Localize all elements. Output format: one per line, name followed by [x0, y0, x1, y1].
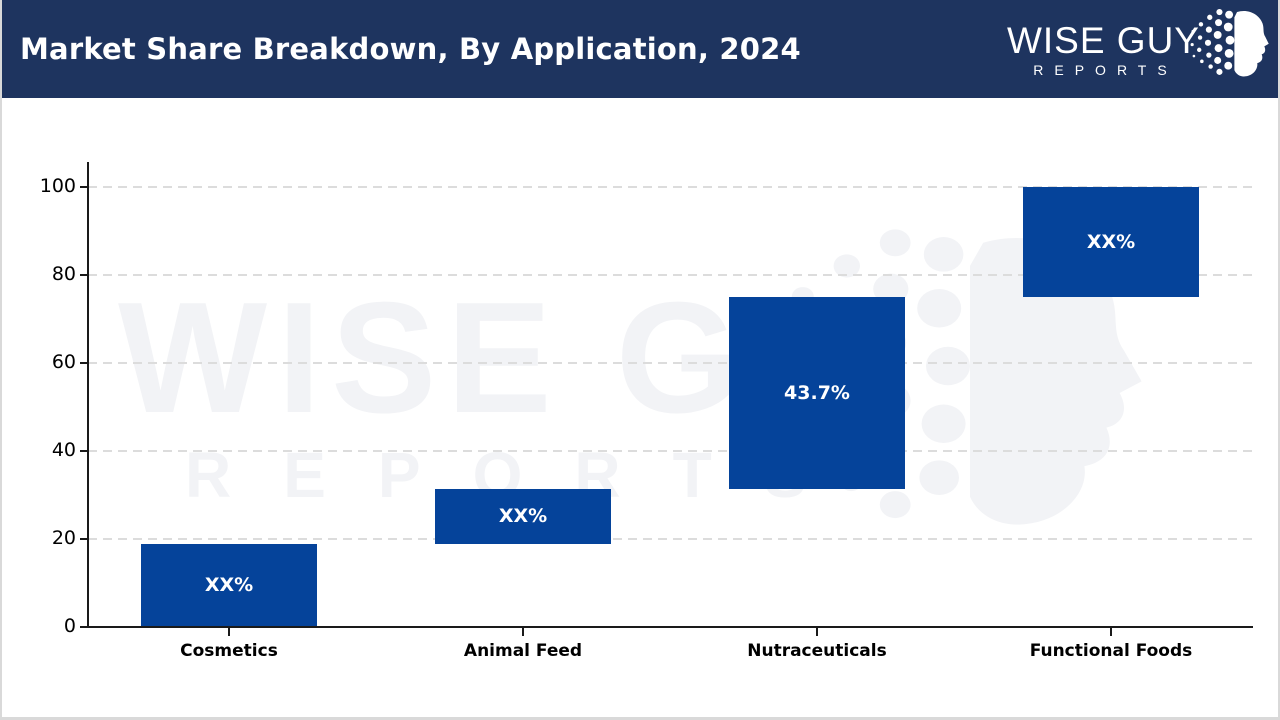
wiseguy-logo: WISE GUY REPORTS [1007, 0, 1274, 98]
x-tick-3 [1110, 628, 1112, 636]
gridline-40 [88, 449, 1252, 452]
x-axis-line [87, 626, 1253, 628]
y-tick-label-20: 20 [51, 526, 76, 549]
bar-value-label: XX% [204, 574, 254, 597]
gridline-80 [88, 273, 1252, 276]
gridline-60 [88, 361, 1252, 364]
y-tick-40 [80, 449, 88, 452]
y-tick-0 [80, 625, 88, 628]
x-category-label: Cosmetics [180, 641, 278, 661]
y-tick-label-80: 80 [51, 262, 76, 285]
bar-functional-foods: XX% [1023, 187, 1199, 297]
x-tick-0 [228, 628, 230, 636]
bar-value-label: XX% [498, 505, 548, 528]
y-tick-80 [80, 273, 88, 276]
wiseguy-logo-name: WISE GUY [1006, 19, 1200, 61]
x-category-label: Animal Feed [463, 641, 583, 661]
x-category-label: Functional Foods [1029, 641, 1193, 661]
y-tick-20 [80, 537, 88, 540]
y-tick-label-100: 100 [39, 175, 76, 198]
y-tick-60 [80, 361, 88, 364]
bar-value-label: 43.7% [784, 381, 850, 404]
bar-value-label: XX% [1086, 231, 1136, 254]
x-category-label: Nutraceuticals [747, 641, 887, 661]
bar-animal-feed: XX% [435, 488, 611, 544]
gridline-100 [88, 186, 1252, 189]
bar-nutraceuticals: 43.7% [729, 296, 905, 489]
bar-cosmetics: XX% [141, 543, 317, 627]
y-tick-label-40: 40 [51, 438, 76, 461]
y-tick-100 [80, 186, 88, 189]
wiseguy-logo-text: WISE GUY REPORTS [1007, 22, 1200, 77]
wiseguy-logo-sub: REPORTS [1033, 61, 1178, 78]
page-title: Market Share Breakdown, By Application, … [20, 32, 801, 66]
header-bar: Market Share Breakdown, By Application, … [0, 0, 1280, 98]
y-axis-line [87, 162, 89, 628]
gridline-20 [88, 537, 1252, 540]
x-tick-2 [816, 628, 818, 636]
y-tick-label-60: 60 [51, 350, 76, 373]
y-tick-label-0: 0 [63, 614, 76, 637]
x-tick-1 [522, 628, 524, 636]
